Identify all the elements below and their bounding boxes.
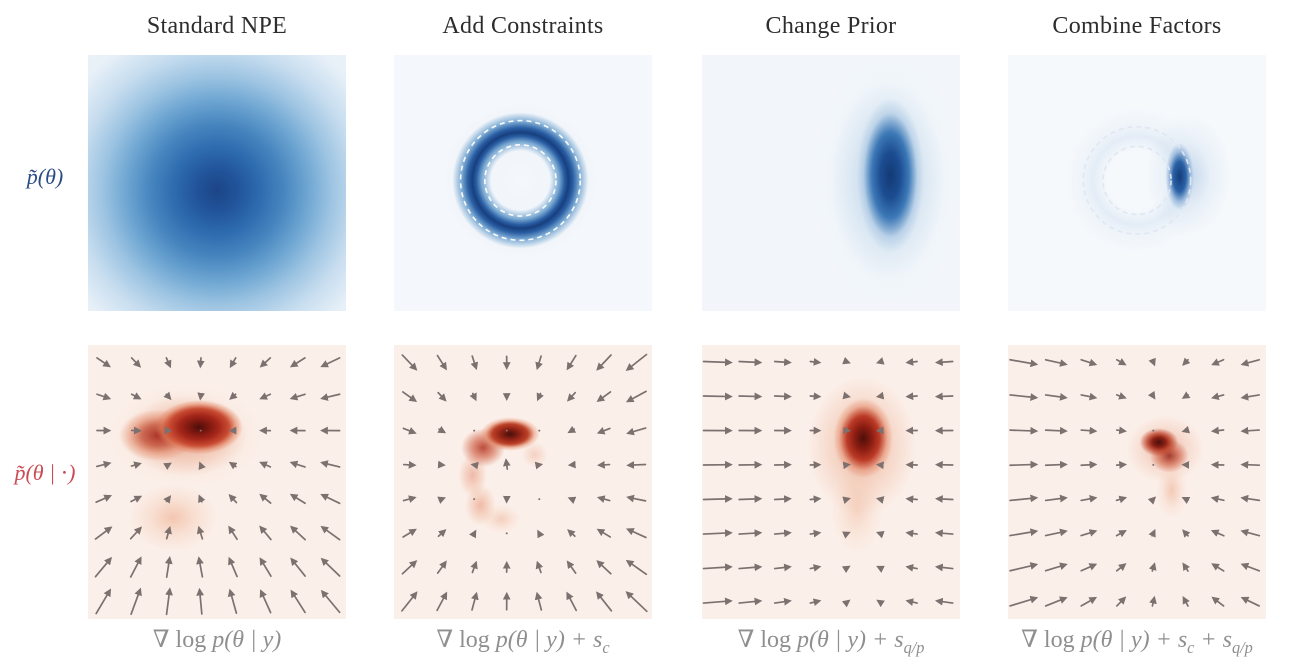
column-title-standard-npe: Standard NPE — [146, 13, 288, 39]
panel-prior-change-prior — [702, 55, 960, 311]
score-quiver-overlay — [702, 356, 954, 608]
nabla-log-prefix: ∇ log — [152, 627, 213, 653]
panel-posterior-standard-npe — [88, 345, 346, 619]
panel-prior-standard-npe — [88, 55, 346, 311]
score-quiver-overlay — [94, 357, 341, 616]
score-quiver-overlay — [1009, 357, 1261, 607]
nabla-log-prefix: ∇ log — [737, 627, 797, 653]
nabla-log-prefix: ∇ log — [1021, 627, 1081, 653]
panel-prior-combine-factors — [1008, 55, 1266, 311]
panel-posterior-combine-factors — [1008, 345, 1266, 619]
panel-posterior-change-prior — [702, 345, 960, 619]
panel-prior-add-constraints — [394, 55, 652, 311]
column-title-add-constraints: Add Constraints — [442, 13, 604, 39]
row-label-prior-density: p̃(θ) — [26, 164, 64, 189]
column-title-change-prior: Change Prior — [765, 13, 897, 39]
column-title-combine-factors: Combine Factors — [1052, 13, 1222, 39]
constraint-circles-overlay — [459, 119, 582, 242]
constraint-circles-overlay — [1082, 125, 1192, 235]
constraint-circles-overlay — [88, 55, 346, 311]
constraint-circles-overlay — [702, 55, 960, 311]
caption-score-combined: ∇ log p(θ | y) + sc + sq/p — [1021, 627, 1253, 657]
score-quiver-overlay — [401, 353, 648, 613]
caption-score-constraints: ∇ log p(θ | y) + sc — [436, 627, 610, 657]
caption-score-prior: ∇ log p(θ | y) + sq/p — [737, 627, 925, 657]
panel-posterior-add-constraints — [394, 345, 652, 619]
row-label-posterior-density: p̃(θ | ⋅) — [14, 460, 76, 485]
nabla-log-prefix: ∇ log — [436, 627, 496, 653]
caption-score-standard: ∇ log p(θ | y) — [152, 627, 282, 653]
